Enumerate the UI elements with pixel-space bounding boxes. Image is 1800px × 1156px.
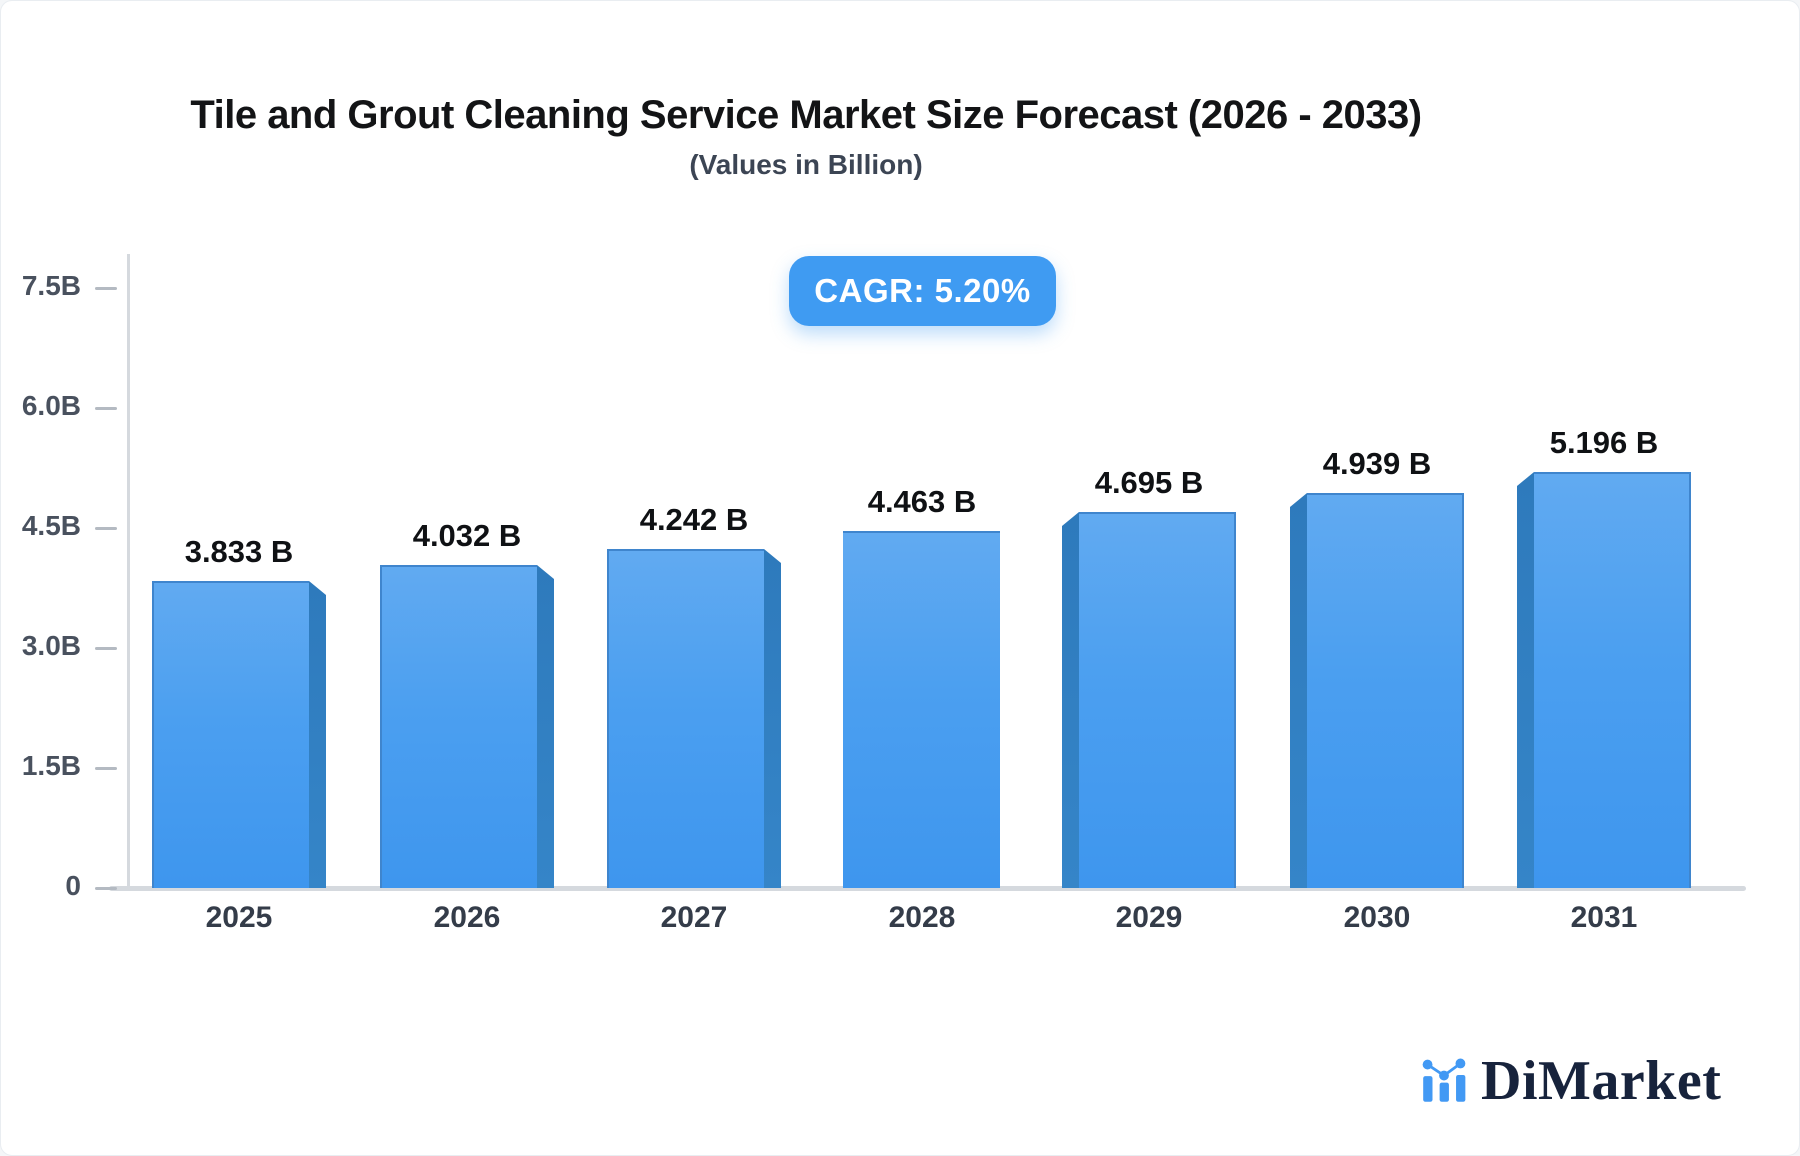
y-tick-label-0: 0 xyxy=(65,870,81,901)
bar-2031 xyxy=(1517,472,1691,888)
bar-face xyxy=(152,581,309,888)
y-tick-mark xyxy=(95,527,117,530)
y-tick-mark xyxy=(95,407,117,410)
bar-side-face xyxy=(764,549,781,888)
x-axis-baseline xyxy=(109,886,1746,891)
bar-value-label-2030: 4.939 B xyxy=(1322,446,1432,481)
bar-2026 xyxy=(380,565,554,888)
bar-side-face xyxy=(1517,472,1534,888)
y-tick-mark xyxy=(95,887,117,890)
chart-title: Tile and Grout Cleaning Service Market S… xyxy=(190,93,1422,137)
cagr-badge-label: CAGR: 5.20% xyxy=(814,272,1031,309)
bar-value-label-2027: 4.242 B xyxy=(639,502,749,537)
y-tick-label-4.5B: 4.5B xyxy=(21,510,81,541)
x-tick-label-2027: 2027 xyxy=(660,901,728,934)
x-tick-label-2025: 2025 xyxy=(205,901,273,934)
chart-subtitle: (Values in Billion) xyxy=(689,149,923,180)
bar-side-face xyxy=(1290,493,1307,888)
y-axis-line xyxy=(127,254,130,889)
bar-face xyxy=(1079,512,1236,888)
x-tick-label-2031: 2031 xyxy=(1570,901,1638,934)
bar-value-label-2025: 3.833 B xyxy=(184,534,294,569)
dimarket-logo-icon xyxy=(1422,1058,1466,1102)
x-tick-label-2026: 2026 xyxy=(433,901,501,934)
bar-value-label-2029: 4.695 B xyxy=(1094,465,1204,500)
bar-side-face xyxy=(1062,512,1079,888)
y-tick-label-7.5B: 7.5B xyxy=(21,270,81,301)
bar-2028 xyxy=(843,531,1000,888)
bar-value-label-2026: 4.032 B xyxy=(412,518,522,553)
bar-face xyxy=(1307,493,1464,888)
bar-2029 xyxy=(1062,512,1236,888)
cagr-badge: CAGR: 5.20% xyxy=(789,256,1056,326)
bar-side-face xyxy=(537,565,554,888)
y-tick-label-1.5B: 1.5B xyxy=(21,750,81,781)
x-tick-label-2029: 2029 xyxy=(1115,901,1183,934)
bar-face xyxy=(607,549,764,888)
brand-logo-text: DiMarket xyxy=(1481,1050,1722,1112)
bar-face xyxy=(1534,472,1691,888)
bar-face xyxy=(843,531,1000,888)
bar-side-face xyxy=(309,581,326,888)
bar-2027 xyxy=(607,549,781,888)
y-tick-mark xyxy=(95,287,117,290)
bar-value-label-2031: 5.196 B xyxy=(1549,425,1659,460)
brand-logo: DiMarket xyxy=(1421,1049,1721,1113)
bar-2025 xyxy=(152,581,326,888)
x-tick-label-2028: 2028 xyxy=(888,901,956,934)
bar-2030 xyxy=(1290,493,1464,888)
bar-value-label-2028: 4.463 B xyxy=(867,484,977,519)
y-tick-label-3.0B: 3.0B xyxy=(21,630,81,661)
x-tick-label-2030: 2030 xyxy=(1343,901,1411,934)
y-tick-mark xyxy=(95,647,117,650)
bar-face xyxy=(380,565,537,888)
y-tick-label-6.0B: 6.0B xyxy=(21,390,81,421)
y-tick-mark xyxy=(95,767,117,770)
